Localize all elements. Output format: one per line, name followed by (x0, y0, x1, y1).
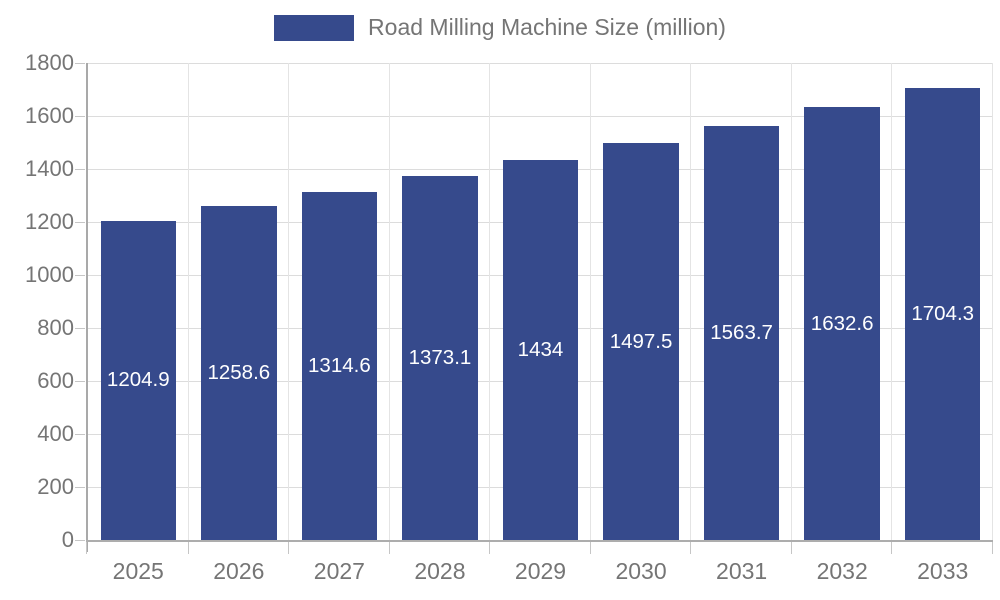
x-gridline (891, 63, 893, 540)
x-tick-label: 2032 (816, 558, 868, 584)
y-tick-mark (75, 169, 85, 170)
x-gridline (690, 63, 692, 540)
y-axis-line (86, 63, 88, 552)
y-tick-mark (75, 381, 85, 382)
bar-value-label: 1497.5 (609, 329, 673, 353)
y-tick-mark (75, 487, 85, 488)
y-tick-label: 1800 (25, 50, 74, 75)
x-gridline (187, 63, 189, 540)
x-tick-mark (187, 542, 189, 554)
y-gridline (88, 116, 993, 117)
y-gridline (88, 63, 993, 64)
plot-area: 0 200 400 600 800 1000 1200 1400 1600 1800 2025 202… (25, 50, 993, 584)
x-tick-mark (589, 542, 591, 554)
x-tick-label: 2029 (514, 558, 567, 584)
y-tick-mark (75, 222, 85, 223)
bar[interactable]: 1563.7 (703, 125, 780, 540)
y-tick-label: 0 (61, 527, 74, 552)
x-tick-label: 2031 (716, 558, 768, 584)
x-tick-label: 2025 (112, 558, 164, 584)
bar[interactable]: 1373.1 (402, 176, 478, 540)
bar-value-label: 1434 (517, 338, 564, 361)
y-tick-mark (75, 275, 85, 276)
x-tick-mark (288, 542, 290, 554)
x-gridline (992, 63, 993, 540)
x-tick-label: 2028 (414, 558, 466, 584)
bar[interactable]: 1204.9 (100, 220, 176, 540)
legend-label: Road Milling Machine Size (million) (368, 14, 726, 40)
bar[interactable]: 1632.6 (804, 107, 880, 540)
y-tick-mark (75, 328, 85, 329)
x-gridline (790, 63, 792, 540)
x-tick-mark (992, 542, 993, 554)
bar[interactable]: 1497.5 (603, 143, 679, 540)
y-tick-mark (75, 63, 85, 64)
bar-value-label: 1204.9 (106, 368, 170, 392)
x-gridline (489, 63, 491, 540)
x-tick-mark (690, 542, 692, 554)
y-tick-label: 600 (37, 368, 74, 393)
bar-value-label: 1258.6 (207, 361, 271, 385)
bar[interactable]: 1258.6 (201, 206, 277, 540)
y-tick-label: 1400 (25, 156, 74, 181)
bar-value-label: 1563.7 (710, 320, 773, 344)
y-tick-mark (75, 434, 85, 435)
x-tick-label: 2030 (615, 558, 667, 584)
x-gridline (288, 63, 290, 540)
y-tick-label: 1200 (25, 209, 74, 234)
bar-value-label: 1314.6 (308, 353, 371, 377)
bar-value-label: 1632.6 (810, 311, 874, 335)
x-tick-mark (891, 542, 893, 554)
x-axis-line (86, 540, 993, 542)
bar-value-label: 1373.1 (408, 346, 472, 370)
x-gridline (589, 63, 591, 540)
x-tick-mark (489, 542, 491, 554)
bar[interactable]: 1314.6 (301, 191, 378, 540)
x-tick-label: 2027 (313, 558, 365, 584)
x-tick-mark (86, 542, 87, 554)
bar[interactable]: 1434 (502, 160, 579, 540)
y-tick-label: 200 (37, 474, 74, 499)
legend-swatch (274, 14, 355, 41)
x-tick-mark (790, 542, 792, 554)
bar[interactable]: 1704.3 (905, 88, 981, 540)
x-tick-mark (388, 542, 390, 554)
x-tick-label: 2033 (917, 558, 969, 584)
y-tick-label: 400 (37, 421, 74, 446)
y-tick-label: 1000 (25, 262, 74, 287)
y-tick-mark (75, 116, 85, 117)
x-gridline (388, 63, 390, 540)
x-tick-label: 2026 (213, 558, 265, 584)
y-tick-mark (75, 540, 85, 541)
y-tick-label: 800 (37, 315, 74, 340)
bar-value-label: 1704.3 (911, 302, 975, 326)
y-tick-label: 1600 (25, 103, 74, 128)
legend[interactable]: Road Milling Machine Size (million) (0, 14, 1000, 41)
